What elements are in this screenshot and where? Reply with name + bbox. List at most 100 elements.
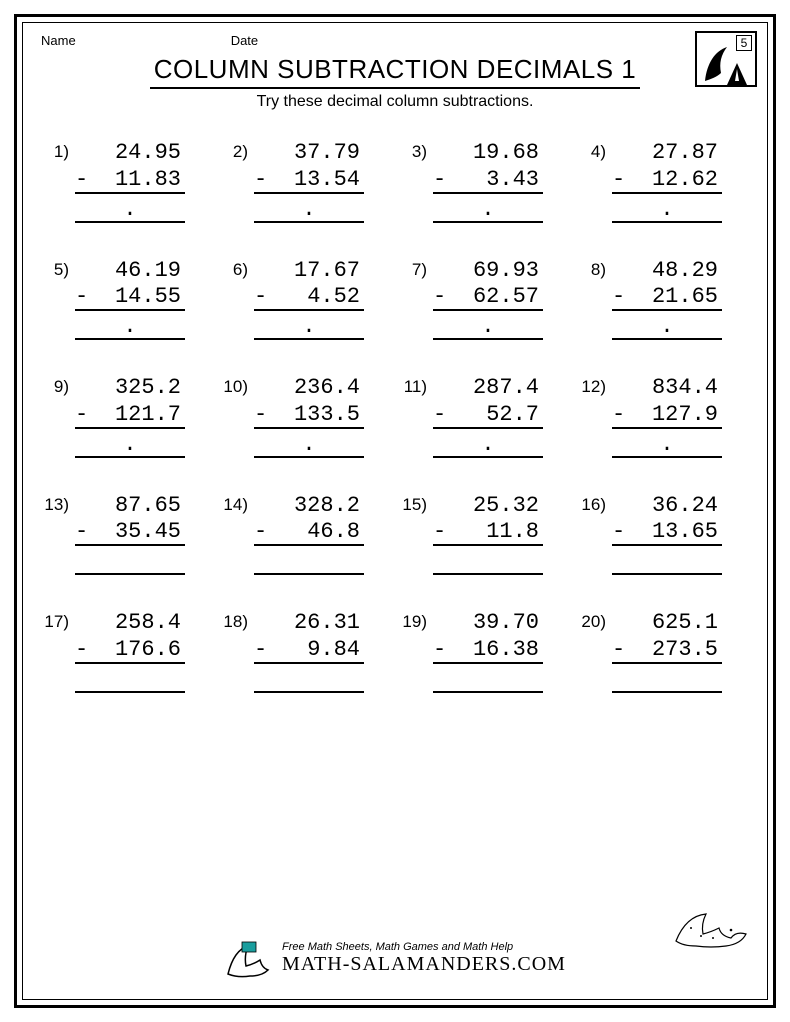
answer-line: . [75,312,185,340]
problem-stack: 834.4-127.9. [612,374,722,458]
problem-stack: 39.70-16.38 [433,609,543,693]
subtrahend-row: -14.55 [75,284,185,311]
problem-stack: 236.4-133.5. [254,374,364,458]
header-row: Name Date [41,33,749,48]
problem: 6)17.67-4.52. [220,257,391,341]
footer-salamander-icon [224,936,272,980]
subtrahend: 133.5 [268,402,364,427]
minuend: 834.4 [612,374,722,402]
minuend: 25.32 [433,492,543,520]
minuend: 27.87 [612,139,722,167]
minuend: 39.70 [433,609,543,637]
problem: 2)37.79-13.54. [220,139,391,223]
subtrahend-row: -62.57 [433,284,543,311]
minus-sign: - [612,519,626,544]
inner-border: Name Date 5 COLUMN SUBTRACTION DECIMALS … [22,22,768,1000]
minuend: 46.19 [75,257,185,285]
subtrahend: 121.7 [89,402,185,427]
footer: Free Math Sheets, Math Games and Math He… [23,936,767,985]
answer-line [612,665,722,693]
problem-number: 19) [399,609,433,632]
minus-sign: - [433,519,447,544]
grade-logo-badge: 5 [695,31,757,87]
minuend: 24.95 [75,139,185,167]
problem: 5)46.19-14.55. [41,257,212,341]
minuend: 19.68 [433,139,543,167]
problem-stack: 17.67-4.52. [254,257,364,341]
subtrahend: 35.45 [89,519,185,544]
subtrahend-row: -4.52 [254,284,364,311]
subtrahend: 11.8 [447,519,543,544]
subtrahend: 46.8 [268,519,364,544]
title-block: COLUMN SUBTRACTION DECIMALS 1 Try these … [41,54,749,111]
subtrahend-row: -13.65 [612,519,722,546]
answer-line [433,547,543,575]
minuend: 287.4 [433,374,543,402]
subtrahend: 14.55 [89,284,185,309]
problem-number: 1) [41,139,75,162]
footer-tagline: Free Math Sheets, Math Games and Math He… [282,941,566,953]
footer-brand: MATH-SALAMANDERS.COM [282,953,566,976]
problem-stack: 625.1-273.5 [612,609,722,693]
problem-stack: 24.95-11.83. [75,139,185,223]
minuend: 17.67 [254,257,364,285]
minuend: 37.79 [254,139,364,167]
problem-number: 13) [41,492,75,515]
subtrahend-row: -12.62 [612,167,722,194]
minuend: 69.93 [433,257,543,285]
subtrahend: 16.38 [447,637,543,662]
problem-number: 14) [220,492,254,515]
answer-line: . [75,195,185,223]
minuend: 258.4 [75,609,185,637]
minus-sign: - [75,402,89,427]
minuend: 625.1 [612,609,722,637]
minus-sign: - [75,637,89,662]
minuend: 26.31 [254,609,364,637]
problem: 19)39.70-16.38 [399,609,570,693]
subtrahend: 273.5 [626,637,722,662]
problem: 18)26.31-9.84 [220,609,391,693]
problem-stack: 36.24-13.65 [612,492,722,576]
minus-sign: - [612,284,626,309]
subtrahend: 52.7 [447,402,543,427]
minuend: 236.4 [254,374,364,402]
subtrahend: 12.62 [626,167,722,192]
answer-line: . [254,312,364,340]
answer-line: . [433,195,543,223]
problem-stack: 325.2-121.7. [75,374,185,458]
problem-stack: 25.32-11.8 [433,492,543,576]
problem-stack: 287.4-52.7. [433,374,543,458]
problem: 7)69.93-62.57. [399,257,570,341]
minuend: 328.2 [254,492,364,520]
answer-line [612,547,722,575]
problem-number: 15) [399,492,433,515]
subtrahend: 9.84 [268,637,364,662]
worksheet-title: COLUMN SUBTRACTION DECIMALS 1 [150,54,641,89]
date-label: Date [231,33,258,48]
worksheet-subtitle: Try these decimal column subtractions. [41,93,749,111]
problem: 17)258.4-176.6 [41,609,212,693]
minus-sign: - [433,637,447,662]
subtrahend: 176.6 [89,637,185,662]
answer-line [254,547,364,575]
problem: 15)25.32-11.8 [399,492,570,576]
problem-number: 18) [220,609,254,632]
problem-number: 11) [399,374,433,397]
problem: 11)287.4-52.7. [399,374,570,458]
problem-number: 10) [220,374,254,397]
problem-number: 7) [399,257,433,280]
minus-sign: - [254,519,268,544]
subtrahend-row: -127.9 [612,402,722,429]
minus-sign: - [254,637,268,662]
problem-number: 3) [399,139,433,162]
problem-number: 17) [41,609,75,632]
subtrahend: 21.65 [626,284,722,309]
minus-sign: - [75,284,89,309]
answer-line [75,665,185,693]
minuend: 87.65 [75,492,185,520]
minus-sign: - [75,519,89,544]
problem: 9)325.2-121.7. [41,374,212,458]
answer-line: . [75,430,185,458]
name-label: Name [41,33,76,48]
subtrahend-row: -52.7 [433,402,543,429]
